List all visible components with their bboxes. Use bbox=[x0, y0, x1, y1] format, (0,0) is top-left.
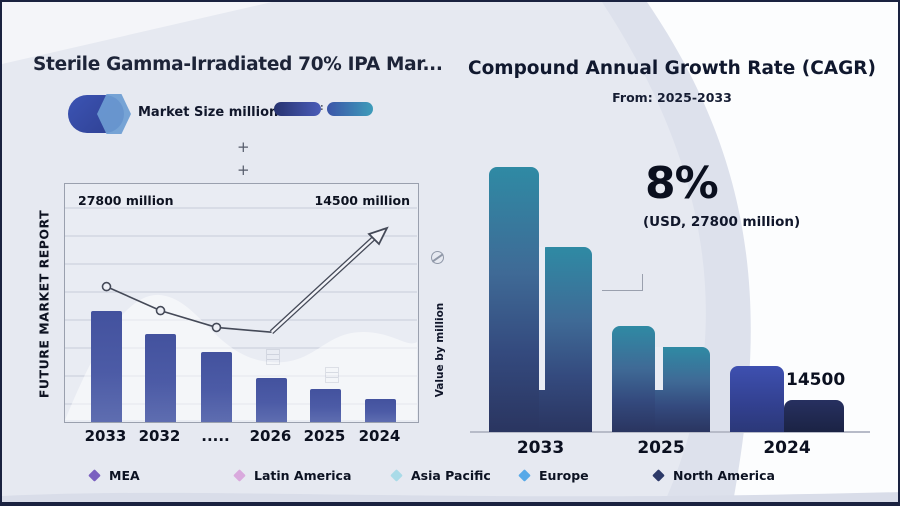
left-chart-end-value: 14500 million bbox=[314, 193, 411, 208]
cagr-value: 8% bbox=[645, 158, 719, 209]
right-chart-annotation: 14500 bbox=[786, 370, 846, 390]
table-watermark-icon bbox=[266, 349, 280, 365]
x-axis-label: 2032 bbox=[138, 427, 181, 445]
right-chart-subtitle: From: 2025-2033 bbox=[612, 90, 732, 105]
plus-mark-icon: + bbox=[237, 161, 250, 179]
left-chart-plot-area: 27800 million 14500 million bbox=[64, 183, 419, 423]
x-axis-label: ..... bbox=[201, 427, 230, 445]
table-watermark-icon bbox=[325, 367, 339, 383]
pill-separator: : bbox=[320, 103, 324, 113]
decorative-pill-1 bbox=[274, 102, 321, 116]
left-chart-start-value: 27800 million bbox=[78, 193, 174, 208]
decorative-pill-2 bbox=[327, 102, 373, 116]
left-chart-title: Sterile Gamma-Irradiated 70% IPA Mar... bbox=[33, 54, 443, 75]
trend-marker bbox=[101, 281, 112, 292]
x-axis-label: 2025 bbox=[303, 427, 346, 445]
trend-marker bbox=[155, 305, 166, 316]
left-chart-xlabels: 2033 2032..... 2026 2025 2024 bbox=[64, 427, 419, 447]
right-chart-baseline bbox=[470, 431, 870, 433]
trend-svg bbox=[101, 226, 389, 335]
left-chart-vertical-watermark: FUTURE MARKET REPORT bbox=[36, 209, 52, 399]
left-bar-2024 bbox=[365, 398, 396, 422]
cagr-detail: (USD, 27800 million) bbox=[643, 214, 801, 230]
x-axis-label: 2033 bbox=[84, 427, 127, 445]
left-bar-2032 bbox=[145, 334, 176, 422]
trend-marker bbox=[211, 322, 222, 333]
trend-arrow-icon bbox=[269, 226, 389, 335]
brand-label: Market Size million bbox=[138, 105, 279, 120]
plus-mark-icon: + bbox=[237, 138, 250, 156]
circle-slash-icon bbox=[431, 251, 444, 264]
x-axis-label: 2026 bbox=[249, 427, 292, 445]
right-chart-y-axis-label: Value by million bbox=[434, 302, 446, 398]
left-bar-2026 bbox=[256, 377, 287, 422]
right-chart-title: Compound Annual Growth Rate (CAGR) bbox=[468, 58, 876, 79]
corner-bracket-decoration bbox=[602, 274, 643, 291]
left-bar-2033 bbox=[91, 311, 122, 422]
left-bar-2025 bbox=[310, 388, 341, 422]
x-axis-label: 2024 bbox=[358, 427, 401, 445]
left-bar-..... bbox=[201, 352, 232, 422]
